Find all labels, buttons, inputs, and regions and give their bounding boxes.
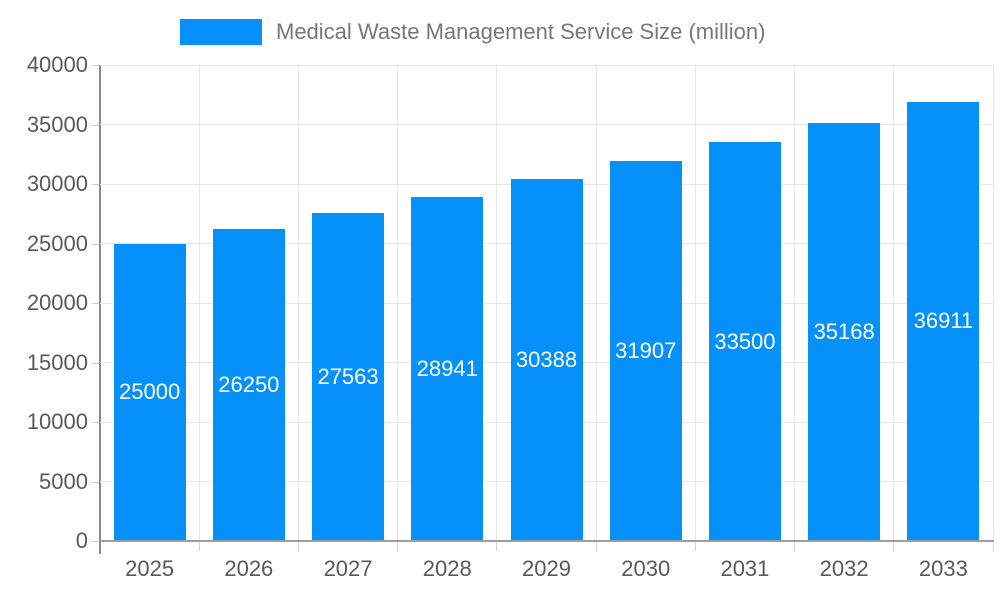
v-gridline [595,65,597,541]
y-tick-label: 10000 [26,409,88,434]
bar[interactable] [708,142,781,541]
y-axis-line [99,65,101,554]
y-tick-label: 20000 [26,290,88,315]
x-axis-tick [297,542,299,551]
v-gridline [893,65,895,541]
bar[interactable] [808,122,881,541]
x-tick-label: 2029 [522,556,571,581]
y-axis-tick [92,184,99,185]
x-axis-tick [694,542,696,551]
v-gridline [198,65,200,541]
x-axis-tick [893,542,895,551]
bar[interactable] [113,243,186,541]
v-gridline [992,65,994,541]
y-tick-label: 0 [75,528,88,553]
bar[interactable] [312,213,385,541]
y-axis-tick [92,65,99,66]
bar[interactable] [510,179,583,541]
chart-title: Medical Waste Management Service Size (m… [276,19,766,44]
y-axis-tick [92,303,99,304]
v-gridline [496,65,498,541]
y-tick-label: 5000 [39,468,88,494]
legend-swatch [180,19,262,45]
v-gridline [794,65,796,541]
v-gridline [694,65,696,541]
x-axis-tick [595,542,597,551]
y-tick-label: 25000 [26,230,88,256]
y-axis-tick [92,541,99,542]
x-tick-label: 2027 [323,556,373,581]
x-tick-label: 2030 [621,556,671,581]
x-axis-tick [198,542,200,551]
y-tick-label: 40000 [26,52,88,77]
y-axis-tick [92,243,99,245]
x-axis-line [99,540,994,542]
h-gridline [100,64,993,66]
x-tick-label: 2025 [125,556,175,581]
y-tick-label: 30000 [26,171,88,196]
v-gridline [297,65,299,541]
x-tick-label: 2028 [422,556,472,581]
plot-area: 25000 26250 27563 28941 30388 31907 33500 35168… [100,64,994,541]
y-tick-label: 35000 [26,111,88,137]
legend: Medical Waste Management Service Size (m… [180,19,765,45]
v-gridline [397,65,399,541]
bar[interactable] [212,228,285,541]
h-gridline [100,124,993,125]
x-tick-label: 2032 [819,556,869,581]
y-axis-tick [92,362,99,364]
y-axis-tick [92,124,99,126]
bar[interactable] [411,196,484,541]
bar[interactable] [609,161,682,541]
x-tick-label: 2031 [720,556,770,581]
x-tick-label: 2026 [224,556,274,581]
bar[interactable] [907,101,980,541]
y-axis-tick [92,481,99,483]
x-axis-tick [496,542,498,551]
y-axis-tick [92,422,99,423]
x-axis-tick [992,542,994,551]
y-tick-label: 15000 [26,349,88,375]
x-axis-tick [397,542,399,551]
x-tick-label: 2033 [918,556,968,581]
x-axis-tick [794,542,796,551]
